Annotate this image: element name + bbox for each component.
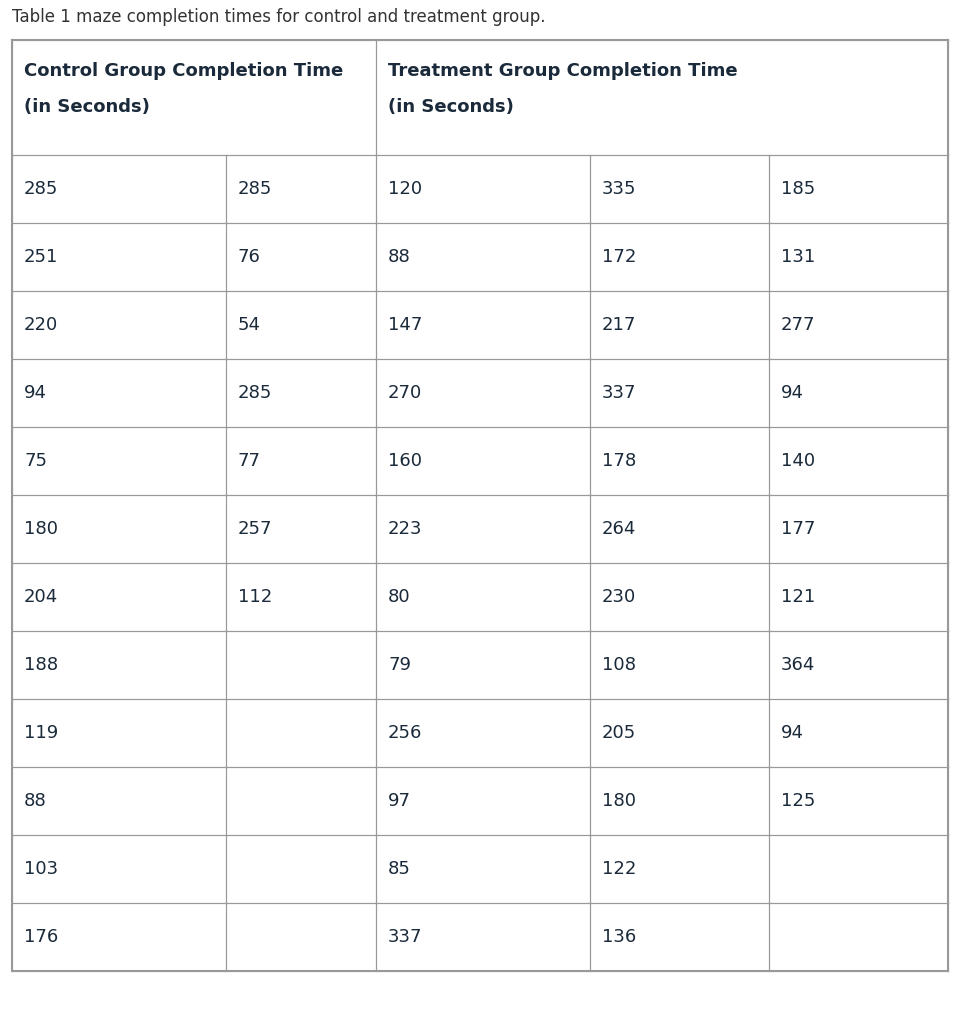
Text: 205: 205 [602, 724, 636, 742]
Text: Treatment Group Completion Time: Treatment Group Completion Time [388, 62, 737, 80]
Text: 204: 204 [24, 588, 59, 606]
Text: 177: 177 [780, 520, 815, 538]
Text: 108: 108 [602, 656, 636, 674]
Text: 220: 220 [24, 316, 59, 334]
Text: 364: 364 [780, 656, 815, 674]
Text: 264: 264 [602, 520, 636, 538]
Text: (in Seconds): (in Seconds) [388, 98, 514, 116]
Text: 256: 256 [388, 724, 422, 742]
Text: 119: 119 [24, 724, 59, 742]
Text: 217: 217 [602, 316, 636, 334]
Text: 285: 285 [24, 180, 59, 198]
Text: 94: 94 [24, 384, 47, 402]
Text: 97: 97 [388, 792, 411, 810]
Text: 176: 176 [24, 928, 59, 946]
Text: 172: 172 [602, 248, 636, 266]
Text: 223: 223 [388, 520, 422, 538]
Text: 230: 230 [602, 588, 636, 606]
Text: 140: 140 [780, 452, 815, 470]
Text: 80: 80 [388, 588, 411, 606]
Text: 337: 337 [602, 384, 636, 402]
Text: 77: 77 [238, 452, 261, 470]
Text: 180: 180 [602, 792, 636, 810]
Text: 251: 251 [24, 248, 59, 266]
Text: 75: 75 [24, 452, 47, 470]
Text: 88: 88 [24, 792, 47, 810]
Text: 277: 277 [780, 316, 815, 334]
Text: 94: 94 [780, 384, 804, 402]
Text: 178: 178 [602, 452, 636, 470]
Text: (in Seconds): (in Seconds) [24, 98, 150, 116]
Text: Table 1 maze completion times for control and treatment group.: Table 1 maze completion times for contro… [12, 8, 545, 26]
Text: 85: 85 [388, 860, 411, 878]
Text: 136: 136 [602, 928, 636, 946]
Text: 285: 285 [238, 384, 272, 402]
Text: 131: 131 [780, 248, 815, 266]
Text: 180: 180 [24, 520, 58, 538]
Text: 335: 335 [602, 180, 636, 198]
Text: 112: 112 [238, 588, 272, 606]
Text: 147: 147 [388, 316, 422, 334]
Text: 103: 103 [24, 860, 59, 878]
Text: 125: 125 [780, 792, 815, 810]
Text: 121: 121 [780, 588, 815, 606]
Text: 270: 270 [388, 384, 422, 402]
Text: 185: 185 [780, 180, 815, 198]
Text: 122: 122 [602, 860, 636, 878]
Text: 337: 337 [388, 928, 422, 946]
Text: 94: 94 [780, 724, 804, 742]
Text: 120: 120 [388, 180, 422, 198]
Text: 76: 76 [238, 248, 261, 266]
Text: 285: 285 [238, 180, 272, 198]
Text: 257: 257 [238, 520, 273, 538]
Text: 54: 54 [238, 316, 261, 334]
Text: Control Group Completion Time: Control Group Completion Time [24, 62, 344, 80]
Text: 88: 88 [388, 248, 411, 266]
Text: 79: 79 [388, 656, 411, 674]
Text: 188: 188 [24, 656, 59, 674]
Text: 160: 160 [388, 452, 422, 470]
